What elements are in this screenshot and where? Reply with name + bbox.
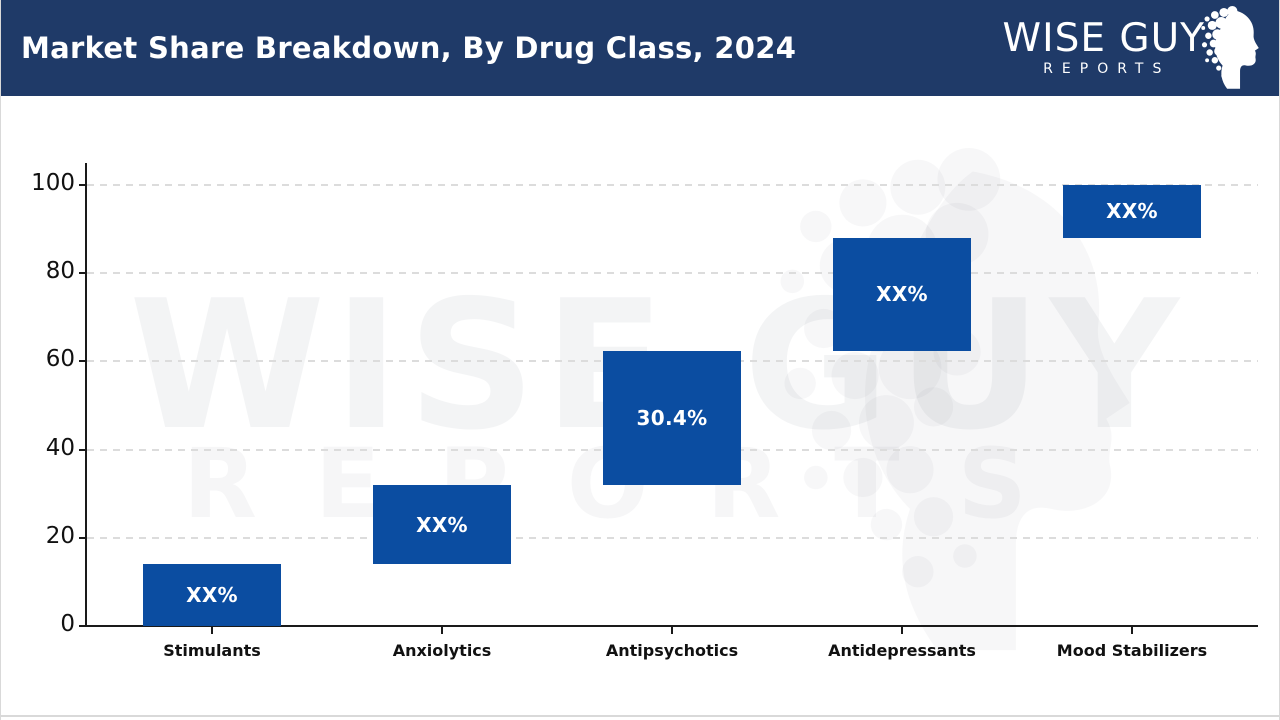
x-tick-mark (1131, 627, 1133, 634)
x-tick-mark (211, 627, 213, 634)
x-category-label: Mood Stabilizers (1056, 641, 1208, 660)
logo-text: WISE GUY REPORTS (1003, 19, 1205, 77)
bar-value-label: 30.4% (636, 405, 708, 430)
bar-segment: 30.4% (603, 350, 741, 485)
y-tick-mark (79, 272, 86, 275)
gridline (87, 536, 1258, 539)
bottom-divider (1, 715, 1279, 717)
header-bar: Market Share Breakdown, By Drug Class, 2… (1, 0, 1279, 96)
y-tick-mark (79, 625, 86, 627)
y-tick-mark (79, 184, 86, 186)
logo-subtext: REPORTS (1043, 61, 1171, 77)
logo-head-icon (1201, 6, 1259, 89)
y-axis-line (85, 163, 87, 627)
x-tick-mark (671, 627, 673, 634)
logo-wordmark: WISE GUY (1002, 16, 1205, 61)
gridline (87, 184, 1258, 186)
bar-segment: XX% (1063, 185, 1201, 238)
y-axis-tick-label: 60 (45, 346, 75, 373)
y-axis-tick-label: 0 (60, 611, 75, 637)
y-axis-tick-label: 20 (45, 522, 75, 549)
y-tick-mark (79, 360, 86, 363)
y-tick-mark (79, 536, 86, 539)
bar-value-label: XX% (416, 512, 468, 537)
x-category-label: Antipsychotics (605, 641, 739, 660)
x-category-label: Antidepressants (828, 641, 976, 660)
y-axis-tick-label: 80 (45, 258, 75, 285)
x-category-label: Stimulants (163, 641, 261, 660)
x-category-label: Anxiolytics (392, 641, 492, 660)
wise-guy-logo: WISE GUY REPORTS (1003, 6, 1269, 90)
y-axis-tick-label: 40 (45, 434, 75, 461)
x-tick-mark (901, 627, 903, 634)
chart-title: Market Share Breakdown, By Drug Class, 2… (21, 31, 797, 65)
bar-segment: XX% (373, 484, 511, 565)
x-tick-mark (441, 627, 443, 634)
bar-value-label: XX% (876, 282, 928, 307)
gridline (87, 272, 1258, 275)
y-axis-tick-label: 100 (31, 170, 75, 196)
y-tick-mark (79, 448, 86, 451)
bar-segment: XX% (143, 564, 281, 626)
bar-value-label: XX% (1106, 199, 1158, 224)
bar-segment: XX% (833, 237, 971, 351)
x-axis-line (85, 625, 1258, 627)
bar-value-label: XX% (186, 583, 238, 608)
